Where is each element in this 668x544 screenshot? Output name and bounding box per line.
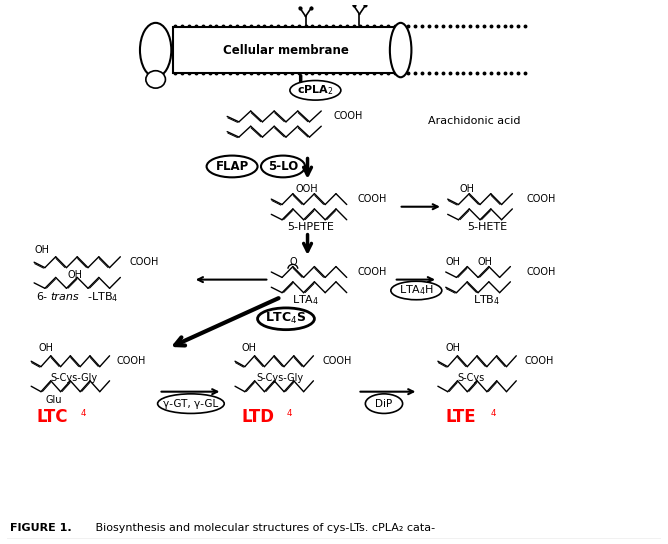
- Ellipse shape: [391, 281, 442, 300]
- Text: OH: OH: [38, 343, 53, 353]
- Ellipse shape: [290, 81, 341, 100]
- Text: OH: OH: [446, 257, 461, 267]
- Text: -LTB$_4$: -LTB$_4$: [87, 290, 118, 304]
- Text: OOH: OOH: [296, 184, 319, 194]
- Ellipse shape: [365, 394, 403, 413]
- Text: Arachidonic acid: Arachidonic acid: [428, 116, 520, 126]
- Text: LTA$_4$H: LTA$_4$H: [399, 283, 434, 298]
- Text: $_4$: $_4$: [286, 406, 293, 419]
- Text: COOH: COOH: [524, 356, 554, 366]
- Text: OH: OH: [477, 257, 492, 267]
- Text: LTE: LTE: [446, 407, 476, 426]
- Text: O: O: [289, 257, 297, 267]
- Text: cPLA$_2$: cPLA$_2$: [297, 83, 334, 97]
- Text: Biosynthesis and molecular structures of cys-LTs. cPLA₂ cata-: Biosynthesis and molecular structures of…: [86, 523, 436, 533]
- Text: OH: OH: [242, 343, 257, 353]
- Text: S-Cys-Gly: S-Cys-Gly: [51, 373, 98, 382]
- Text: 5-LO: 5-LO: [268, 160, 298, 173]
- Text: OH: OH: [460, 184, 474, 194]
- Text: DiP: DiP: [375, 399, 393, 409]
- Text: COOH: COOH: [526, 194, 556, 204]
- Text: 5-HPETE: 5-HPETE: [287, 222, 334, 232]
- Text: FLAP: FLAP: [216, 160, 248, 173]
- Text: $_4$: $_4$: [490, 406, 497, 419]
- Ellipse shape: [390, 23, 411, 77]
- Text: COOH: COOH: [116, 356, 146, 366]
- Text: $_4$: $_4$: [80, 406, 88, 419]
- Ellipse shape: [261, 156, 305, 177]
- Text: LTB$_4$: LTB$_4$: [473, 293, 500, 307]
- Ellipse shape: [158, 394, 224, 413]
- Text: COOH: COOH: [322, 356, 351, 366]
- Text: Cellular membrane: Cellular membrane: [223, 44, 349, 57]
- FancyBboxPatch shape: [173, 27, 399, 73]
- Text: COOH: COOH: [357, 194, 387, 204]
- Text: S-Cys-Gly: S-Cys-Gly: [257, 373, 304, 382]
- Text: S-Cys: S-Cys: [458, 373, 485, 382]
- Text: COOH: COOH: [129, 257, 158, 267]
- Text: COOH: COOH: [333, 112, 363, 121]
- Text: 5-HETE: 5-HETE: [467, 222, 507, 232]
- Text: Glu: Glu: [45, 395, 62, 405]
- Ellipse shape: [206, 156, 258, 177]
- Text: COOH: COOH: [357, 267, 387, 277]
- Ellipse shape: [140, 23, 171, 77]
- Text: OH: OH: [67, 270, 83, 280]
- Text: COOH: COOH: [526, 267, 556, 277]
- Ellipse shape: [258, 308, 315, 330]
- Text: LTA$_4$: LTA$_4$: [292, 293, 319, 307]
- Ellipse shape: [146, 71, 166, 88]
- Text: trans: trans: [51, 292, 79, 302]
- Text: FIGURE 1.: FIGURE 1.: [10, 523, 71, 533]
- Text: OH: OH: [34, 245, 49, 255]
- Text: LTC$_4$S: LTC$_4$S: [265, 311, 307, 326]
- Text: OH: OH: [446, 343, 461, 353]
- Text: γ-GT, γ-GL: γ-GT, γ-GL: [163, 399, 218, 409]
- Text: LTD: LTD: [242, 407, 275, 426]
- Text: LTC: LTC: [36, 407, 67, 426]
- Text: 6-: 6-: [36, 292, 47, 302]
